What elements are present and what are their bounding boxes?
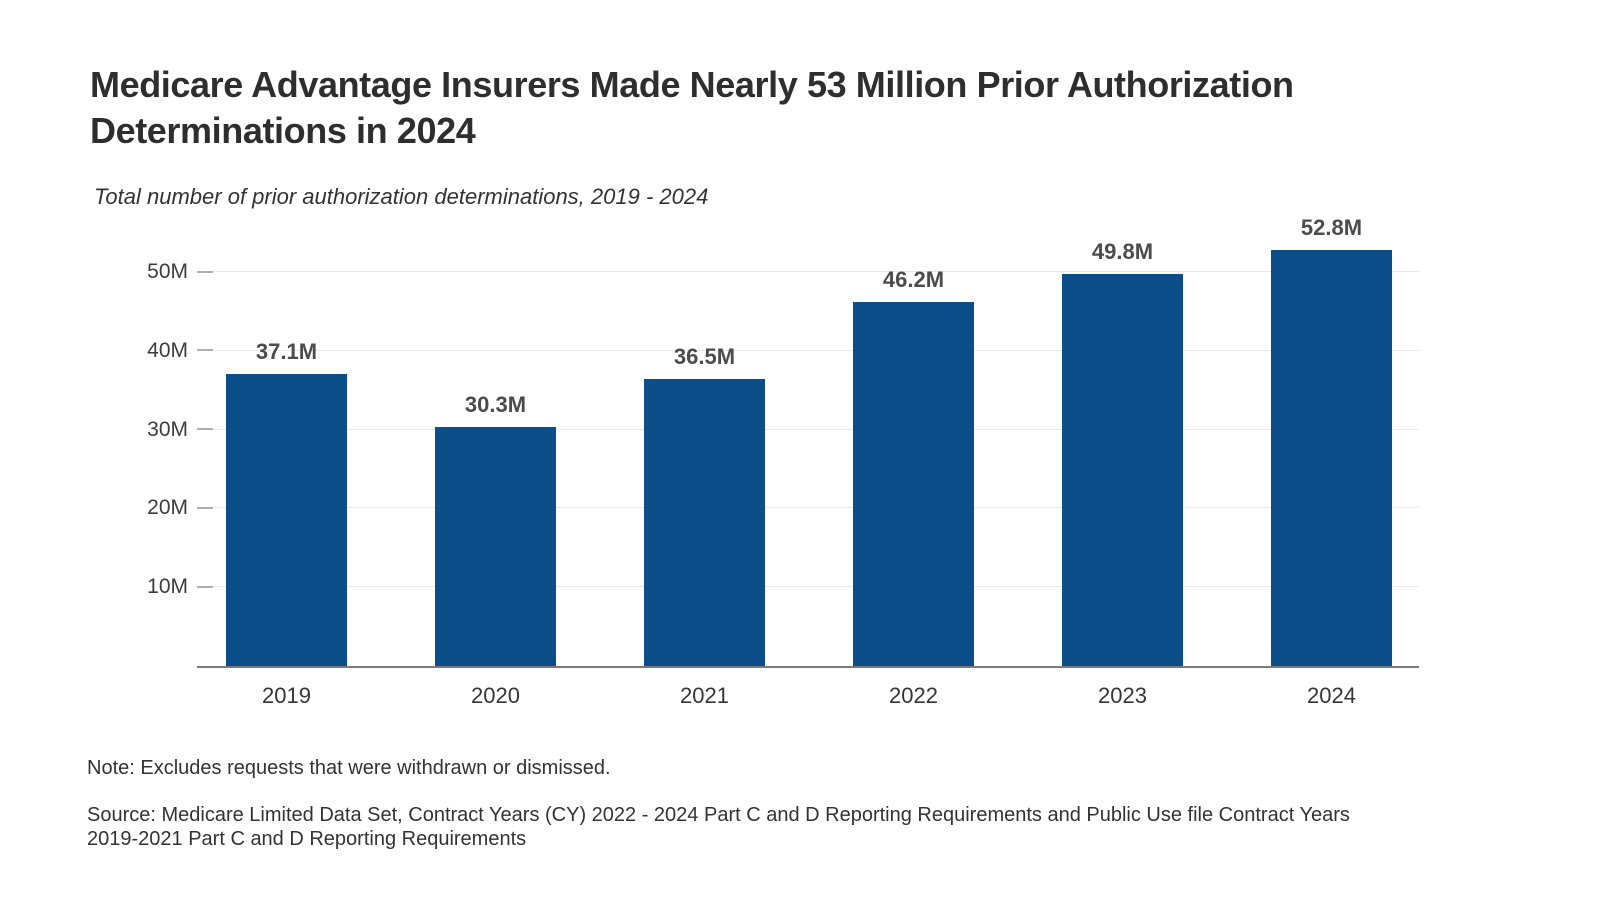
y-axis-label: 20M [147,496,188,520]
bar-value-label: 49.8M [1091,238,1154,264]
bar-value-label: 52.8M [1300,215,1363,241]
y-tick [197,585,213,588]
x-axis-label: 2024 [1307,683,1356,708]
y-tick [197,506,213,509]
x-axis-label: 2019 [262,683,311,708]
bar-2022 [853,302,974,666]
y-tick [197,270,213,273]
bar-2021 [644,378,765,666]
y-axis-label: 10M [147,575,188,599]
bar-value-label: 46.2M [882,267,945,293]
bar-value-label: 30.3M [464,392,527,418]
gridline [197,586,1419,588]
chart-title: Medicare Advantage Insurers Made Nearly … [90,64,1294,152]
bar-2019 [226,373,347,666]
gridline [197,507,1419,509]
y-tick [197,428,213,431]
gridline [197,349,1419,351]
x-axis-label: 2020 [471,683,520,708]
y-tick [197,349,213,352]
chart-subtitle: Total number of prior authorization dete… [94,184,709,209]
x-axis-label: 2022 [889,683,938,708]
y-axis-label: 50M [147,260,188,284]
y-axis-label: 30M [147,417,188,441]
gridline [197,428,1419,430]
bar-value-label: 36.5M [673,343,736,369]
y-axis-label: 40M [147,338,188,362]
x-axis-label: 2023 [1098,683,1147,708]
gridline [197,271,1419,273]
x-axis-label: 2021 [680,683,729,708]
bar-value-label: 37.1M [255,338,318,364]
chart-source: Source: Medicare Limited Data Set, Contr… [87,804,1350,851]
bar-2020 [435,427,556,666]
bar-2023 [1062,273,1183,666]
chart-note: Note: Excludes requests that were withdr… [87,757,611,779]
bar-2024 [1271,250,1392,666]
plot-area: 37.1M 30.3M 36.5M 46.2M 49.8M 52.8M [197,215,1419,668]
